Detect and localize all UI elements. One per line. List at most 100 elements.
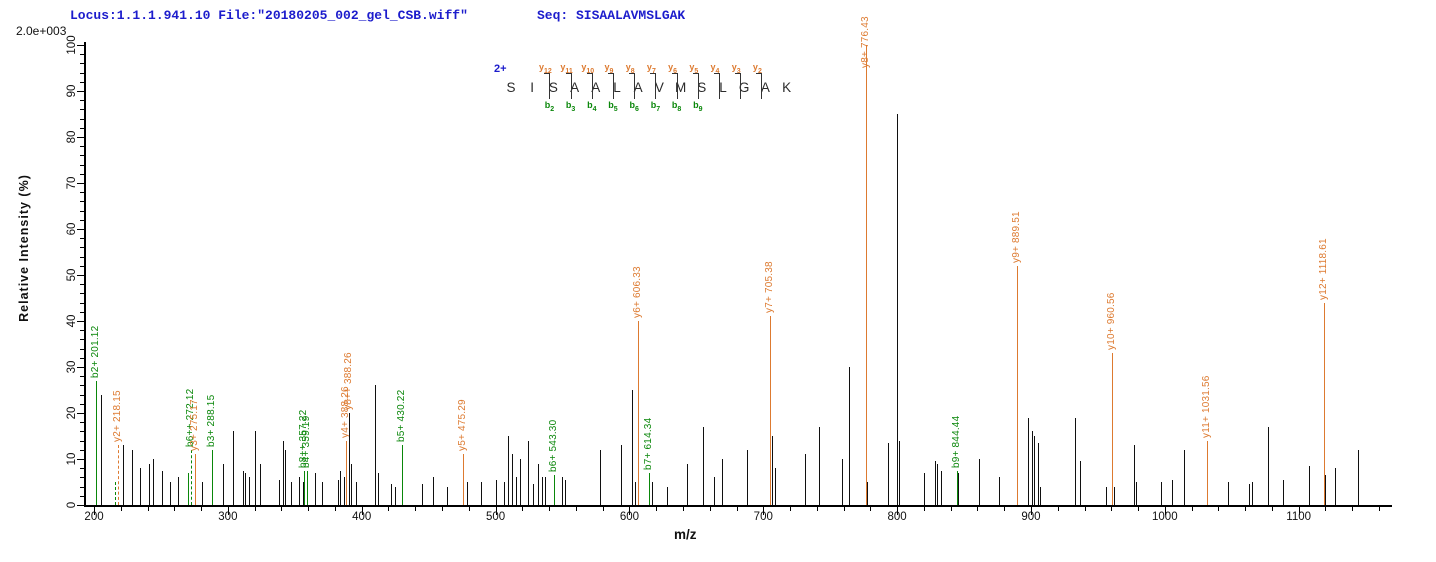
y-tick [80, 431, 84, 433]
peak [503, 482, 505, 505]
x-tick-label: 200 [84, 511, 104, 523]
y-tick [80, 54, 84, 56]
intensity-scale-label: 2.0e+003 [16, 24, 67, 38]
peak [1037, 442, 1039, 505]
peak [245, 472, 247, 505]
y-tick [77, 137, 84, 138]
residue-letter: L [719, 80, 727, 95]
b-ion-tag: b5 [608, 100, 618, 113]
b-ion-tag: b7 [650, 100, 661, 113]
peak [178, 477, 180, 505]
x-tick [763, 507, 765, 515]
peak [395, 486, 397, 505]
peak [527, 440, 529, 505]
y-tick [80, 330, 84, 332]
residue-letter: M [674, 80, 687, 95]
y-tick [77, 275, 84, 276]
fragment-ion-label: y9+ 889.51 [1010, 211, 1022, 263]
x-tick-label: 1100 [1286, 511, 1312, 523]
peak [1227, 482, 1229, 505]
peak [340, 470, 342, 505]
cleavage-mark-hook [714, 73, 719, 74]
peak [634, 482, 636, 505]
peak [1031, 431, 1033, 505]
y-tick [80, 376, 84, 378]
x-tick [281, 507, 283, 511]
y-tick-label: 30 [66, 360, 78, 374]
b-ion-tag: b3 [565, 100, 576, 113]
peak [1183, 449, 1185, 505]
fragment-ion-label: b7+ 614.34 [642, 417, 654, 470]
peak [519, 459, 521, 505]
peak [533, 484, 535, 505]
peak [1040, 486, 1042, 505]
y-tick [77, 413, 84, 414]
y-ion-peak [194, 454, 196, 505]
x-tick-label: 300 [218, 511, 238, 523]
y-axis-line [84, 42, 86, 507]
y-tick [80, 118, 84, 120]
peak [123, 445, 125, 505]
peak [515, 477, 517, 505]
peak [282, 440, 284, 505]
b-ion-peak [304, 470, 306, 505]
peak [747, 449, 749, 505]
y-tick [80, 293, 84, 295]
x-tick-label: 600 [619, 511, 639, 523]
cleavage-mark-hook [608, 73, 613, 74]
residue-letter: S [506, 80, 516, 95]
header-sequence: Seq: SISAALAVMSLGAK [537, 8, 686, 23]
peak [1080, 461, 1082, 505]
x-tick-label: 1000 [1152, 511, 1178, 523]
peak [1134, 445, 1136, 505]
y-ion-peak [1207, 440, 1209, 505]
peak [565, 479, 567, 505]
y-tick-label: 50 [66, 268, 78, 282]
residue-letter: I [530, 80, 535, 95]
cleavage-mark [719, 73, 720, 99]
b-ion-tag: b9 [693, 100, 703, 113]
cleavage-mark-hook [565, 73, 571, 74]
y-tick [80, 302, 84, 304]
x-tick [977, 507, 979, 511]
x-tick [147, 507, 149, 511]
peak [1282, 479, 1284, 505]
x-tick [897, 507, 899, 515]
x-tick [415, 507, 417, 511]
y-ion-peak [1112, 353, 1114, 505]
peak [152, 459, 154, 505]
cleavage-mark [761, 73, 763, 99]
y-tick [80, 339, 84, 341]
peak [1075, 417, 1077, 505]
x-tick [950, 507, 952, 511]
x-tick [334, 507, 336, 511]
x-tick [468, 507, 470, 511]
b-ion-peak [114, 482, 116, 505]
y-tick-label: 70 [66, 176, 78, 190]
peak [545, 477, 547, 505]
residue-letter: K [782, 80, 792, 95]
y-ion-peak [346, 440, 347, 505]
peak [978, 459, 980, 505]
y-ion-tag: y6 [668, 62, 678, 75]
x-tick-label: 900 [1021, 511, 1041, 523]
x-tick [254, 507, 256, 511]
x-tick [816, 507, 818, 511]
peak [713, 477, 715, 505]
y-tick-label: 40 [66, 314, 78, 328]
peak [867, 482, 868, 505]
cleavage-mark [591, 73, 593, 99]
peak [314, 472, 316, 505]
fragment-ion-label: y6+ 606.33 [631, 266, 643, 318]
y-tick [80, 238, 84, 240]
peak [632, 390, 634, 505]
x-tick [736, 507, 738, 511]
fragment-ion-label: b2+ 201.12 [89, 325, 101, 378]
b-ion-peak [402, 445, 404, 505]
peak [941, 470, 943, 505]
x-tick [1111, 507, 1113, 511]
peak [285, 449, 287, 505]
y-ion-tag: y11 [560, 62, 573, 75]
cleavage-mark-hook [544, 73, 550, 74]
